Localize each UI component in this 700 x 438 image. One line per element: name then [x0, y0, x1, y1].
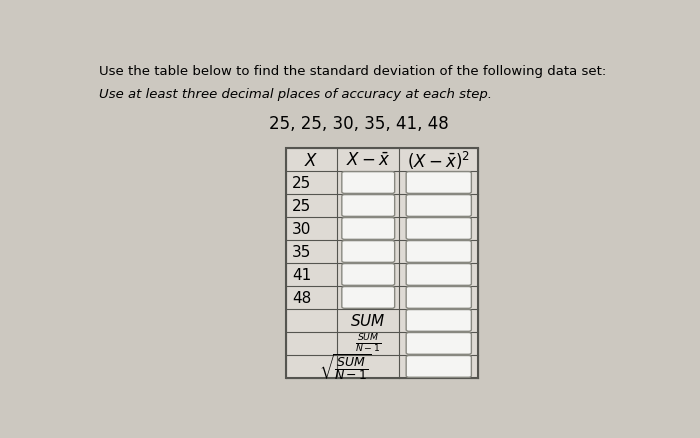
FancyBboxPatch shape: [406, 310, 471, 332]
Text: $\frac{SUM}{N-1}$: $\frac{SUM}{N-1}$: [355, 332, 382, 355]
FancyBboxPatch shape: [342, 264, 395, 286]
Text: $(X - \bar{x})^2$: $(X - \bar{x})^2$: [407, 149, 470, 171]
Text: Use the table below to find the standard deviation of the following data set:: Use the table below to find the standard…: [99, 64, 607, 78]
FancyBboxPatch shape: [342, 241, 395, 263]
FancyBboxPatch shape: [406, 287, 471, 309]
Text: 25, 25, 30, 35, 41, 48: 25, 25, 30, 35, 41, 48: [269, 115, 449, 133]
Text: 25: 25: [292, 176, 312, 191]
FancyBboxPatch shape: [406, 195, 471, 217]
FancyBboxPatch shape: [406, 218, 471, 240]
Text: $X - \bar{x}$: $X - \bar{x}$: [346, 151, 391, 169]
Text: $X$: $X$: [304, 151, 318, 169]
Text: $SUM$: $SUM$: [351, 313, 386, 328]
Text: $\sqrt{\dfrac{SUM}{N-1}}$: $\sqrt{\dfrac{SUM}{N-1}}$: [318, 352, 372, 381]
Text: 35: 35: [292, 244, 312, 259]
FancyBboxPatch shape: [406, 356, 471, 378]
FancyBboxPatch shape: [406, 172, 471, 194]
FancyBboxPatch shape: [406, 333, 471, 354]
FancyBboxPatch shape: [342, 195, 395, 217]
FancyBboxPatch shape: [406, 264, 471, 286]
Text: 25: 25: [292, 198, 312, 213]
FancyBboxPatch shape: [406, 241, 471, 263]
Text: 48: 48: [292, 290, 312, 305]
Text: Use at least three decimal places of accuracy at each step.: Use at least three decimal places of acc…: [99, 88, 492, 101]
FancyBboxPatch shape: [342, 218, 395, 240]
Text: 30: 30: [292, 222, 312, 237]
Text: 41: 41: [292, 267, 312, 283]
FancyBboxPatch shape: [342, 287, 395, 309]
FancyBboxPatch shape: [342, 172, 395, 194]
